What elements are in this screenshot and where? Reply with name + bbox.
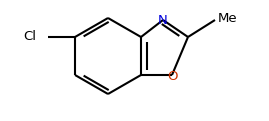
Text: Cl: Cl [23, 30, 37, 42]
Text: O: O [167, 71, 177, 83]
Text: N: N [158, 14, 168, 26]
Text: Me: Me [218, 11, 238, 24]
